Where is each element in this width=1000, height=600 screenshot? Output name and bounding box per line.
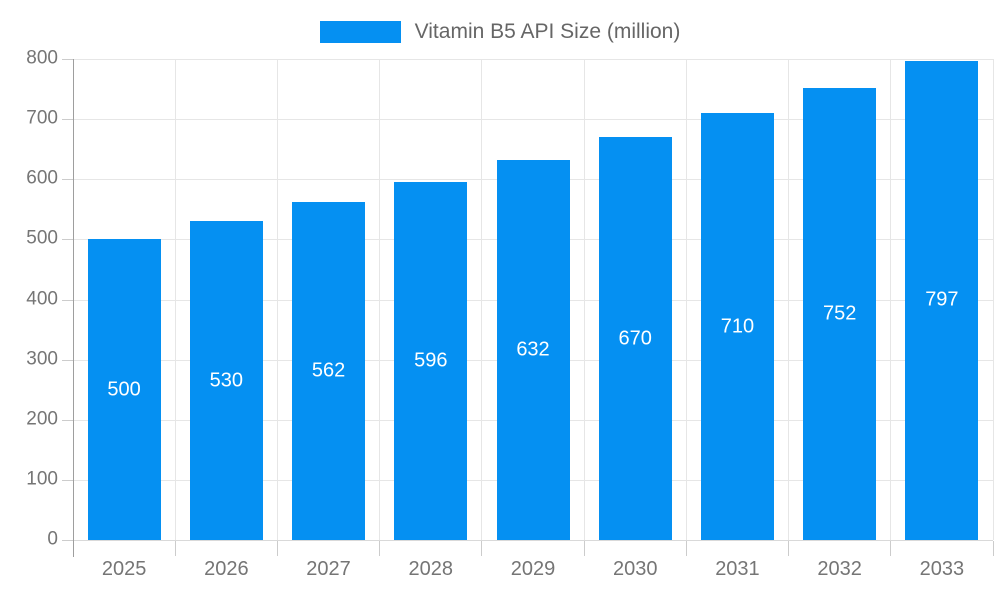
legend: Vitamin B5 API Size (million) xyxy=(0,20,1000,44)
y-axis-line xyxy=(73,59,74,557)
x-axis-tick xyxy=(583,541,585,556)
bar xyxy=(189,221,263,540)
y-axis-tick xyxy=(62,239,73,241)
bar-value-label: 752 xyxy=(822,302,857,325)
x-axis-tick-label: 2029 xyxy=(510,558,556,580)
gridline-horizontal xyxy=(73,59,993,60)
x-axis-tick-label: 2025 xyxy=(101,558,147,580)
gridline-horizontal xyxy=(73,119,993,121)
x-axis-tick xyxy=(788,541,790,556)
gridline-vertical xyxy=(890,59,892,540)
x-axis-tick-label: 2032 xyxy=(817,558,862,580)
gridline-vertical xyxy=(685,59,687,540)
x-axis-tick-label: 2033 xyxy=(919,558,965,580)
legend-swatch xyxy=(319,21,401,43)
y-axis-tick-label: 300 xyxy=(26,348,58,370)
y-axis-tick xyxy=(62,419,73,421)
gridline-vertical xyxy=(583,59,585,540)
bar xyxy=(394,181,468,540)
x-axis-tick xyxy=(890,541,892,556)
x-axis-tick-label: 2026 xyxy=(204,558,249,580)
x-axis-tick xyxy=(481,541,483,556)
plot-area: 500 530 562 596 632 670 710 752 797 xyxy=(73,59,994,540)
y-axis-tick-label: 600 xyxy=(26,167,58,189)
x-axis-tick-label: 2027 xyxy=(306,558,351,580)
y-axis-tick xyxy=(62,359,73,361)
x-axis-tick xyxy=(685,541,687,556)
x-axis-tick-label: 2030 xyxy=(612,558,658,580)
bar-value-label: 562 xyxy=(311,359,346,382)
y-axis-tick-label: 0 xyxy=(47,528,58,550)
bar xyxy=(905,60,979,540)
y-axis-tick xyxy=(62,119,73,121)
y-axis-tick-label: 400 xyxy=(26,288,58,310)
gridline-vertical xyxy=(788,59,790,540)
bar-value-label: 710 xyxy=(720,315,755,338)
gridline-vertical xyxy=(481,59,483,540)
x-axis-tick xyxy=(992,541,994,556)
bar xyxy=(700,113,774,540)
bar-value-label: 670 xyxy=(618,327,652,350)
y-axis-tick-label: 200 xyxy=(26,408,58,430)
bar-value-label: 797 xyxy=(925,288,959,311)
y-axis-tick-label: 100 xyxy=(26,468,58,490)
gridline-vertical xyxy=(174,59,176,540)
bar-value-label: 632 xyxy=(516,338,550,361)
y-axis-tick-label: 800 xyxy=(26,47,58,69)
x-axis-tick-label: 2028 xyxy=(408,558,454,580)
bar xyxy=(803,87,877,540)
y-axis-tick-label: 700 xyxy=(26,107,58,129)
y-axis-tick-label: 500 xyxy=(26,227,58,249)
y-axis-tick xyxy=(62,479,73,481)
x-axis-tick xyxy=(379,541,381,556)
y-axis-tick xyxy=(62,59,73,60)
gridline-vertical xyxy=(276,59,278,540)
gridline-vertical xyxy=(379,59,381,540)
legend-label: Vitamin B5 API Size (million) xyxy=(414,20,681,43)
bar xyxy=(87,239,161,540)
bar-value-label: 596 xyxy=(414,349,448,372)
y-axis-tick xyxy=(62,299,73,301)
x-axis-line xyxy=(73,540,993,541)
y-axis-tick xyxy=(62,540,73,541)
x-axis-tick xyxy=(174,541,176,556)
bar xyxy=(496,160,570,540)
bar xyxy=(292,202,366,540)
gridline-vertical xyxy=(992,59,994,540)
bar-value-label: 500 xyxy=(107,378,141,401)
y-axis-tick xyxy=(62,179,73,181)
x-axis-tick-label: 2031 xyxy=(715,558,760,580)
x-axis-tick xyxy=(276,541,278,556)
bar xyxy=(598,137,672,540)
bar-value-label: 530 xyxy=(209,369,244,392)
